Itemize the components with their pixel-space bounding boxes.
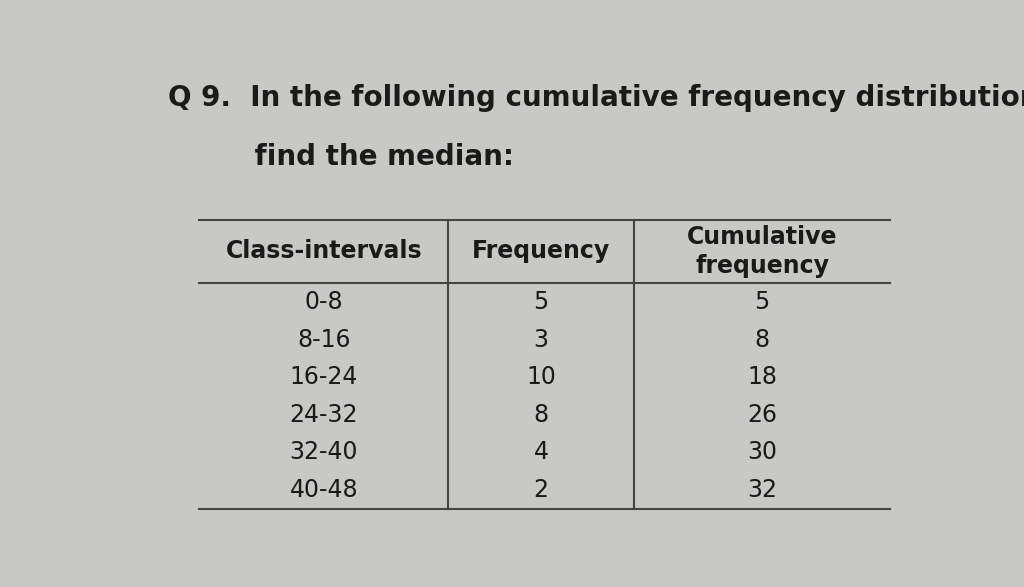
Text: 16-24: 16-24: [290, 365, 358, 389]
Text: 40-48: 40-48: [290, 478, 358, 502]
Text: find the median:: find the median:: [168, 143, 514, 171]
Text: 3: 3: [534, 328, 549, 352]
Text: 8-16: 8-16: [297, 328, 350, 352]
Text: 8: 8: [534, 403, 549, 427]
Text: 5: 5: [534, 290, 549, 314]
Text: 0-8: 0-8: [304, 290, 343, 314]
Text: 5: 5: [755, 290, 770, 314]
Text: 32-40: 32-40: [290, 440, 358, 464]
Text: 24-32: 24-32: [290, 403, 358, 427]
Text: 30: 30: [748, 440, 777, 464]
Text: 18: 18: [748, 365, 777, 389]
Text: 26: 26: [748, 403, 777, 427]
Text: 8: 8: [755, 328, 770, 352]
Text: Cumulative
frequency: Cumulative frequency: [687, 225, 838, 278]
Text: Class-intervals: Class-intervals: [225, 239, 422, 264]
Text: 2: 2: [534, 478, 549, 502]
Text: Q 9.  In the following cumulative frequency distribution,: Q 9. In the following cumulative frequen…: [168, 84, 1024, 112]
Text: 4: 4: [534, 440, 549, 464]
Text: 32: 32: [748, 478, 777, 502]
Text: 10: 10: [526, 365, 556, 389]
Text: Frequency: Frequency: [472, 239, 610, 264]
